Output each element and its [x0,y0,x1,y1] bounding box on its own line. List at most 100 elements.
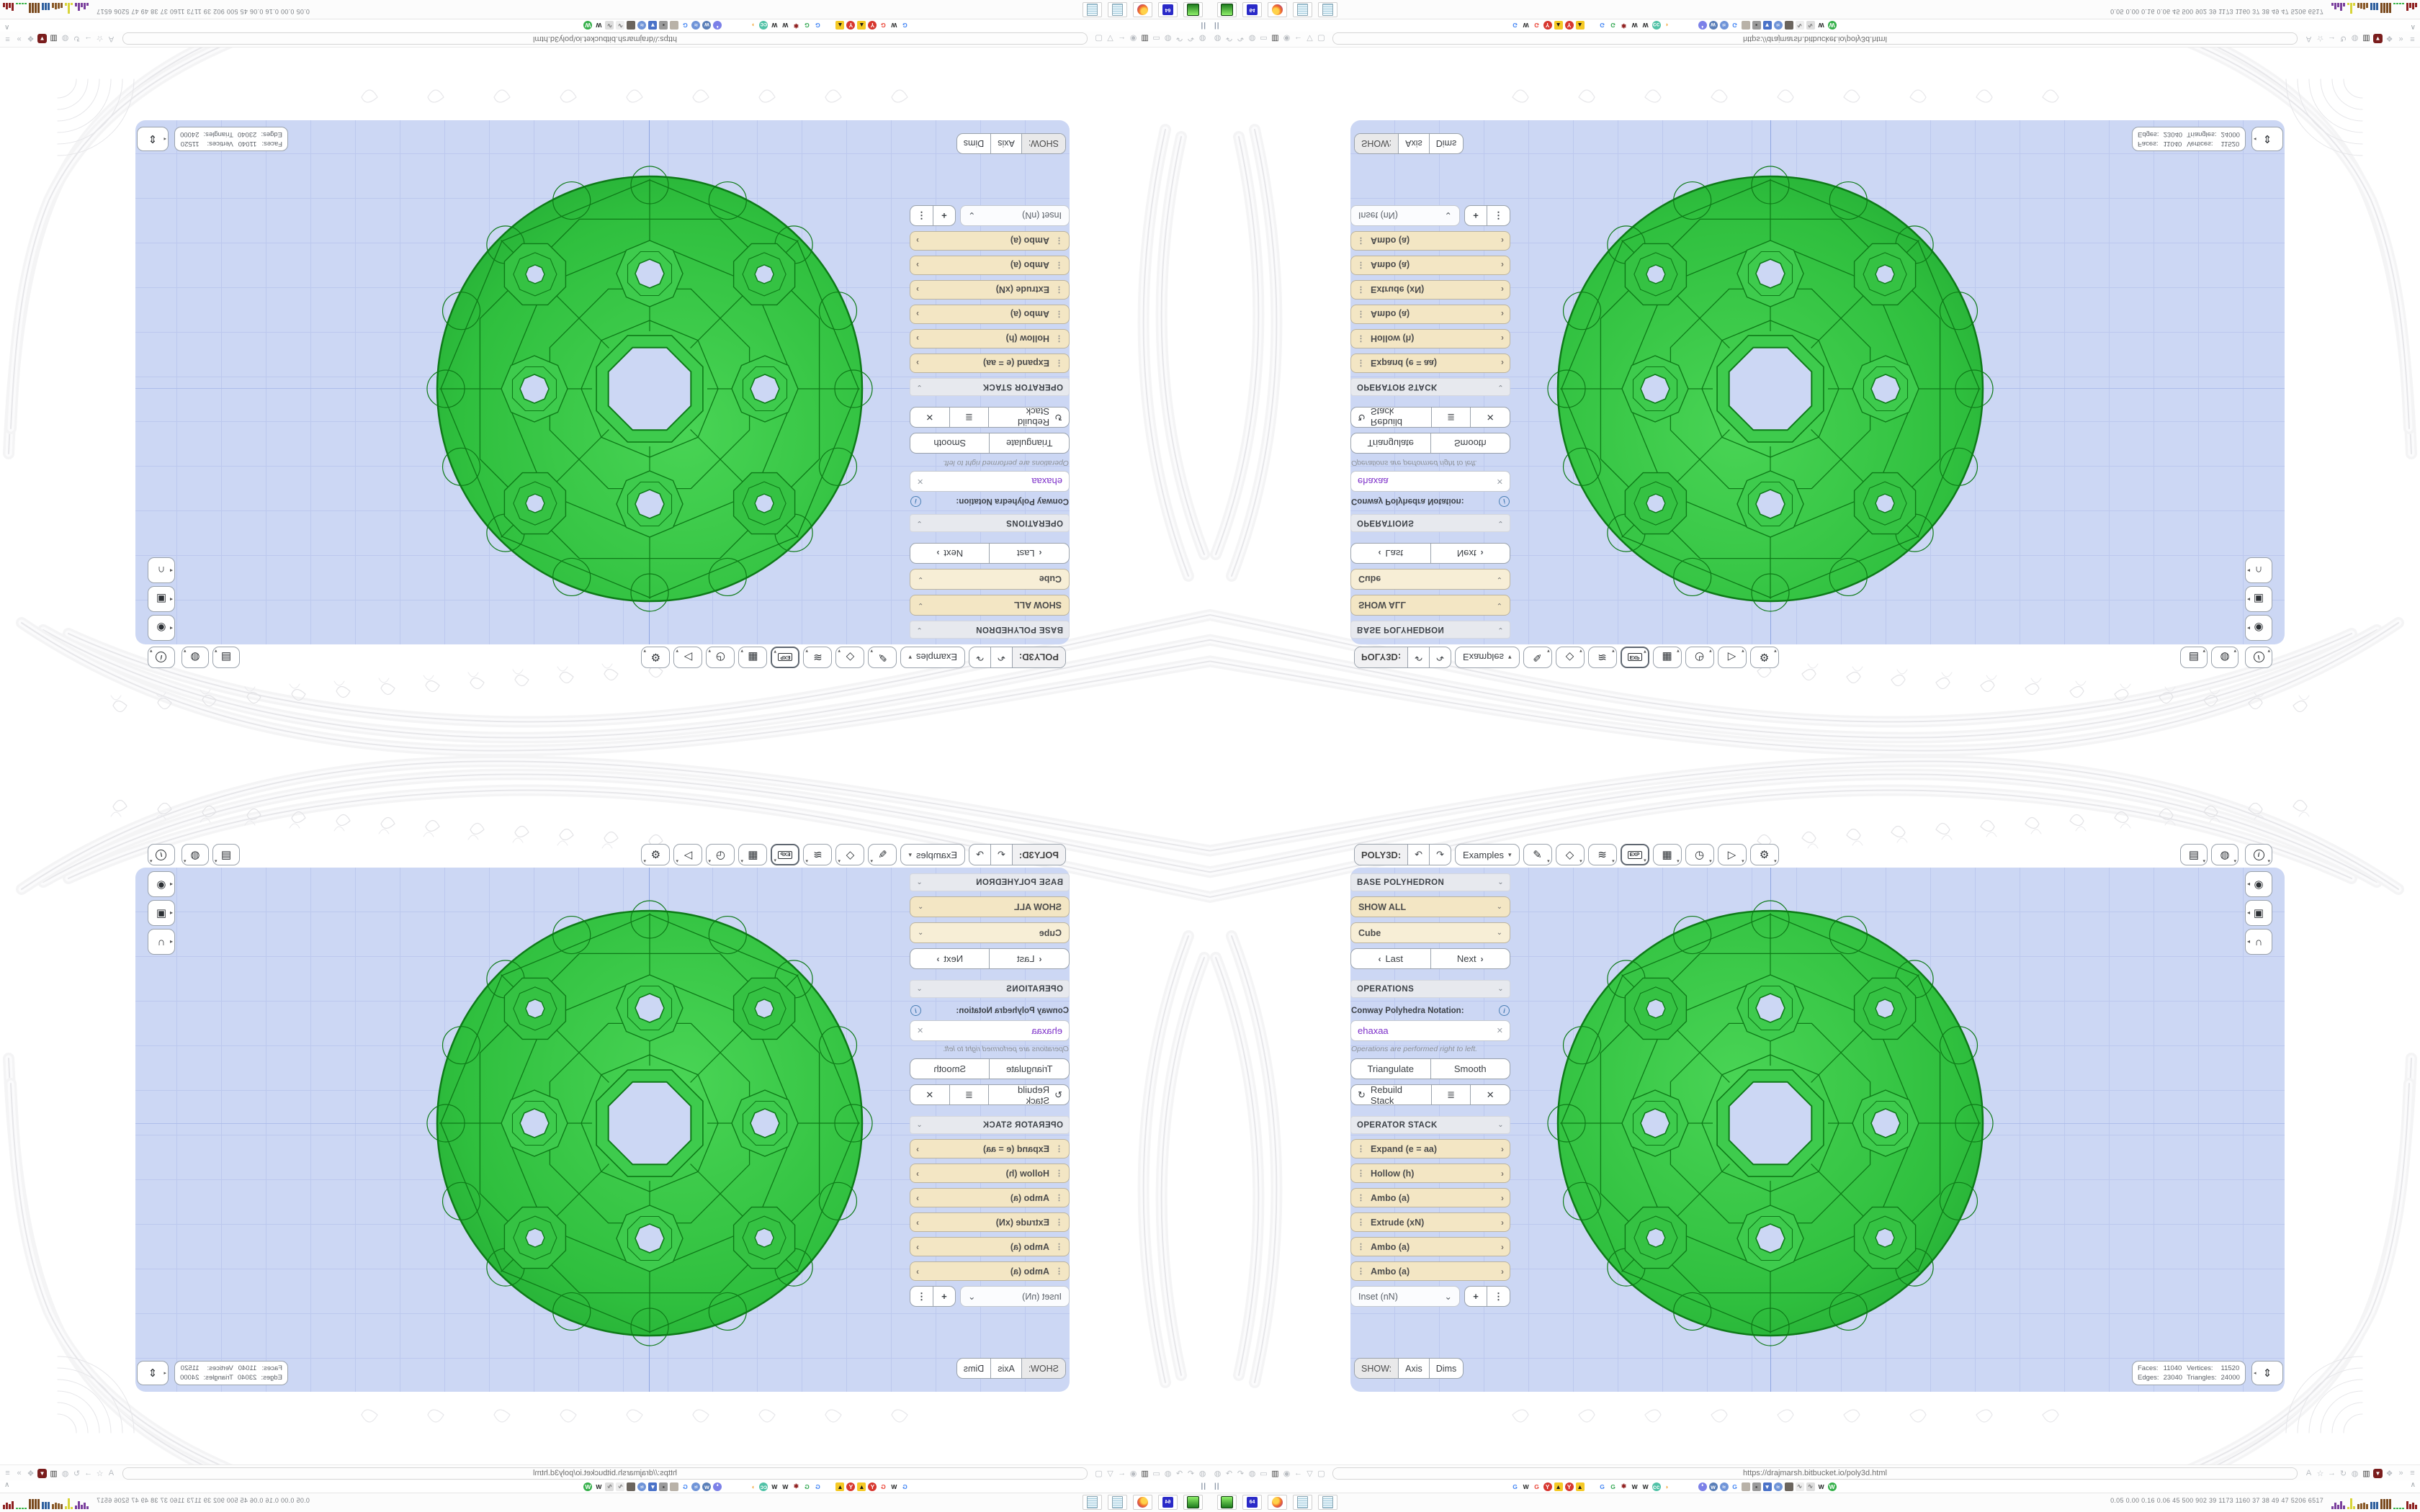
fit-view-button[interactable]: ⇕ ◂ [2251,1361,2283,1385]
google-favicon[interactable]: G [813,21,823,30]
smooth-button[interactable]: Smooth [1453,1063,1487,1074]
chat-favicon[interactable]: ❛ [1698,21,1707,30]
triangulate-button[interactable]: Triangulate [1351,1059,1431,1079]
schedule-button[interactable]: ▤ ▾ [2180,844,2208,865]
add-operator-dropdown[interactable]: Inset (nN) ⌄ [1350,205,1460,226]
whatsapp-favicon[interactable]: W [583,21,593,30]
shield-favicon[interactable]: ▼ [1762,1482,1772,1491]
fit-view-button[interactable]: ⇕ ◂ [137,1361,169,1385]
extension-icon[interactable]: ❖ [27,1469,35,1478]
globe-icon[interactable]: ◍ [1214,34,1222,43]
operator-row[interactable]: ⋮ Ambo (a) › [1350,305,1510,324]
google-favicon[interactable]: G [900,21,910,30]
media-device-launcher[interactable] [1217,2,1237,17]
view-cube-icon[interactable]: ◇ ▾ [1555,844,1585,865]
google-favicon[interactable]: G [1532,21,1541,30]
section-operator-stack[interactable]: OPERATOR STACK ⌄ [1350,1116,1510,1134]
creative-commons-favicon[interactable]: cc [1652,21,1661,30]
add-operator-dropdown[interactable]: Inset (nN) ⌄ [960,1286,1070,1307]
visibility-eye-button[interactable]: ◂ ◉ [148,871,175,897]
wikipedia-favicon[interactable]: W [1641,21,1650,30]
trash-icon[interactable]: ▥ [1271,1469,1279,1478]
trash-icon[interactable]: ▥ [2362,34,2370,43]
photo-site-favicon[interactable]: ▲ [857,21,866,30]
history-clock-icon[interactable]: ◷ ▾ [706,647,735,668]
add-operator-button[interactable]: + [933,206,955,225]
animate-play-icon[interactable]: ▷ ▾ [1717,647,1747,668]
c64-emulator-launcher[interactable]: 64 [1242,2,1262,17]
undo-button[interactable]: ↶ [1408,647,1430,667]
stack-list-button[interactable]: ≣ [1431,408,1471,427]
operator-row[interactable]: ⋮ Extrude (xN) › [910,280,1070,300]
polyhedron-3d-viewport[interactable] [1350,120,2285,644]
drag-handle-icon[interactable]: ⋮ [1357,236,1365,245]
clear-icon[interactable]: ✕ [1496,1027,1503,1035]
menu-icon[interactable]: ≡ [2410,35,2415,43]
globe-icon[interactable]: ◍ [1164,1469,1172,1478]
wave-favicon[interactable]: ≈ [1773,21,1783,30]
stack-list-button[interactable]: ≣ [949,1085,989,1104]
rose-favicon[interactable]: ✱ [792,21,801,30]
export-icon[interactable]: EXP ▾ [1620,844,1649,865]
translate-icon[interactable]: A [108,1469,115,1477]
firefox-launcher[interactable] [1268,2,1287,17]
google-favicon[interactable]: G [1597,1482,1607,1491]
reload-icon[interactable]: ↻ [2339,34,2347,43]
avatar-favicon[interactable] [1741,21,1750,30]
appearance-paint-icon[interactable]: ✎ ▾ [868,844,897,865]
globe-icon[interactable]: ◍ [2351,1469,2359,1478]
clear-icon[interactable]: ✕ [917,477,924,485]
yandex-favicon[interactable]: Y [1543,21,1552,30]
photo-site-favicon[interactable]: ▲ [835,21,845,30]
google-favicon[interactable]: G [1730,21,1739,30]
info-button[interactable]: i ▾ [148,844,175,865]
google-favicon[interactable]: G [1597,21,1607,30]
fit-view-button[interactable]: ⇕ ◂ [2251,127,2283,151]
operator-row[interactable]: ⋮ Ambo (a) › [910,231,1070,251]
section-operations[interactable]: OPERATIONS ⌄ [1350,514,1510,532]
schedule-button[interactable]: ▤ ▾ [212,844,240,865]
last-shape-button[interactable]: ‹ Last [1351,949,1431,968]
notepad-launcher[interactable] [1108,2,1127,17]
conway-polyhedron-model[interactable] [135,868,1070,1392]
wave-favicon[interactable]: ≈ [637,21,647,30]
section-operations[interactable]: OPERATIONS ⌄ [1350,980,1510,998]
drag-handle-icon[interactable]: ⋮ [1055,1194,1063,1202]
examples-dropdown[interactable]: Examples ▾ [1454,647,1520,668]
wave-favicon[interactable]: ≈ [1719,1482,1729,1491]
wikipedia-favicon[interactable]: W [1521,21,1531,30]
triangulate-button[interactable]: Triangulate [1351,433,1431,453]
cheese-favicon[interactable]: ◗ [748,21,758,30]
back-icon[interactable]: ↶ [1225,1469,1233,1478]
undo-button[interactable]: ↶ [1408,845,1430,865]
wikipedia-favicon[interactable]: W [1641,1482,1650,1491]
operator-row[interactable]: ⋮ Ambo (a) › [1350,1188,1510,1207]
operator-row[interactable]: ⋮ Ambo (a) › [1350,1237,1510,1256]
media-device-launcher[interactable] [1217,1495,1237,1510]
operator-row[interactable]: ⋮ Expand (e = aa) › [1350,1139,1510,1158]
animate-play-icon[interactable]: ▷ ▾ [673,844,703,865]
extension-icon[interactable]: ❖ [27,34,35,43]
clear-stack-button[interactable]: ✕ [1471,1085,1510,1104]
robot-favicon[interactable]: ▪ [659,1482,668,1491]
rose-favicon[interactable]: ✱ [792,1482,801,1491]
history-clock-icon[interactable]: ◷ ▾ [706,844,735,865]
visibility-eye-button[interactable]: ◂ ◉ [2245,615,2272,641]
whatsapp-favicon[interactable]: W [583,1482,593,1491]
reload-icon[interactable]: ↻ [2339,1469,2347,1478]
avatar-favicon[interactable] [627,21,636,30]
category-dropdown[interactable]: SHOW ALL ⌄ [1350,896,1510,917]
wave-favicon[interactable]: ≈ [1719,21,1729,30]
google-favicon[interactable]: G [802,21,812,30]
magnet-button[interactable]: ◂ ∩ [148,557,175,583]
robot-favicon[interactable]: ▪ [659,21,668,30]
notepad-launcher[interactable] [1108,1495,1127,1510]
add-operator-button[interactable]: + [933,1287,955,1306]
section-base-polyhedron[interactable]: BASE POLYHEDRON ⌄ [1350,621,1510,639]
globe-icon[interactable]: ◍ [1248,1469,1256,1478]
shield-icon[interactable]: ▽ [1107,1469,1113,1478]
drag-handle-icon[interactable]: ⋮ [1357,1243,1365,1251]
drag-handle-icon[interactable]: ⋮ [1357,261,1365,269]
cheese-favicon[interactable]: ◗ [1662,21,1672,30]
forward-icon[interactable]: ↷ [1175,34,1183,43]
